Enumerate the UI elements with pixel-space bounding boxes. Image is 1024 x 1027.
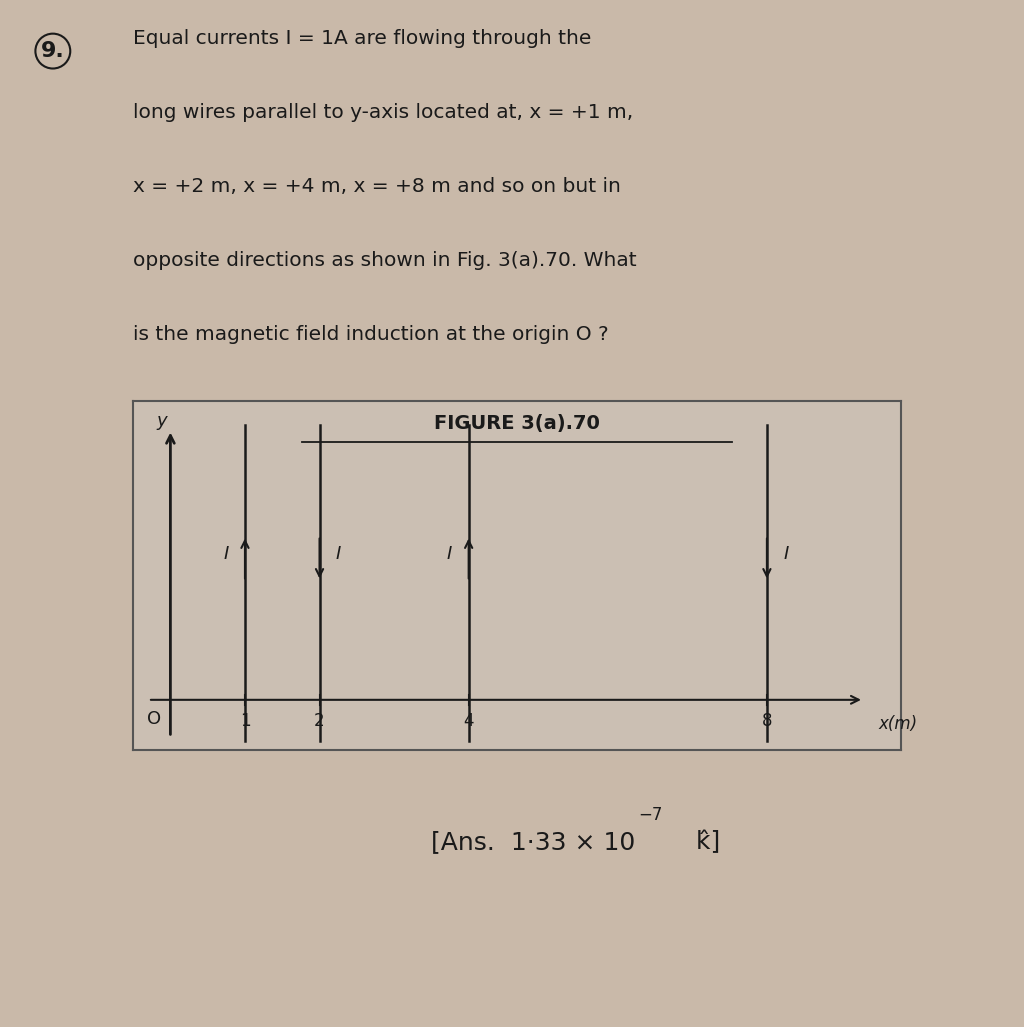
Text: I: I [223,545,228,564]
Text: is the magnetic field induction at the origin O ?: is the magnetic field induction at the o… [133,325,608,344]
Text: k̂]: k̂] [688,830,720,854]
Text: x(m): x(m) [879,715,918,733]
Text: −7: −7 [638,806,663,825]
Text: I: I [336,545,341,564]
Text: FIGURE 3(a).70: FIGURE 3(a).70 [434,415,600,433]
Text: O: O [146,710,161,728]
Text: 2: 2 [314,713,325,730]
Text: 4: 4 [464,713,474,730]
Text: 1: 1 [240,713,250,730]
Text: Equal currents I = 1A are flowing through the: Equal currents I = 1A are flowing throug… [133,29,592,48]
Text: 8: 8 [762,713,772,730]
Text: [Ans.  1·33 × 10: [Ans. 1·33 × 10 [431,830,635,854]
Text: I: I [447,545,453,564]
Text: 9.: 9. [41,41,65,61]
Text: opposite directions as shown in Fig. 3(a).70. What: opposite directions as shown in Fig. 3(a… [133,251,637,270]
Text: y: y [156,412,167,429]
Text: long wires parallel to y-axis located at, x = +1 m,: long wires parallel to y-axis located at… [133,103,634,122]
Text: x = +2 m, x = +4 m, x = +8 m and so on but in: x = +2 m, x = +4 m, x = +8 m and so on b… [133,177,621,196]
Text: I: I [783,545,788,564]
